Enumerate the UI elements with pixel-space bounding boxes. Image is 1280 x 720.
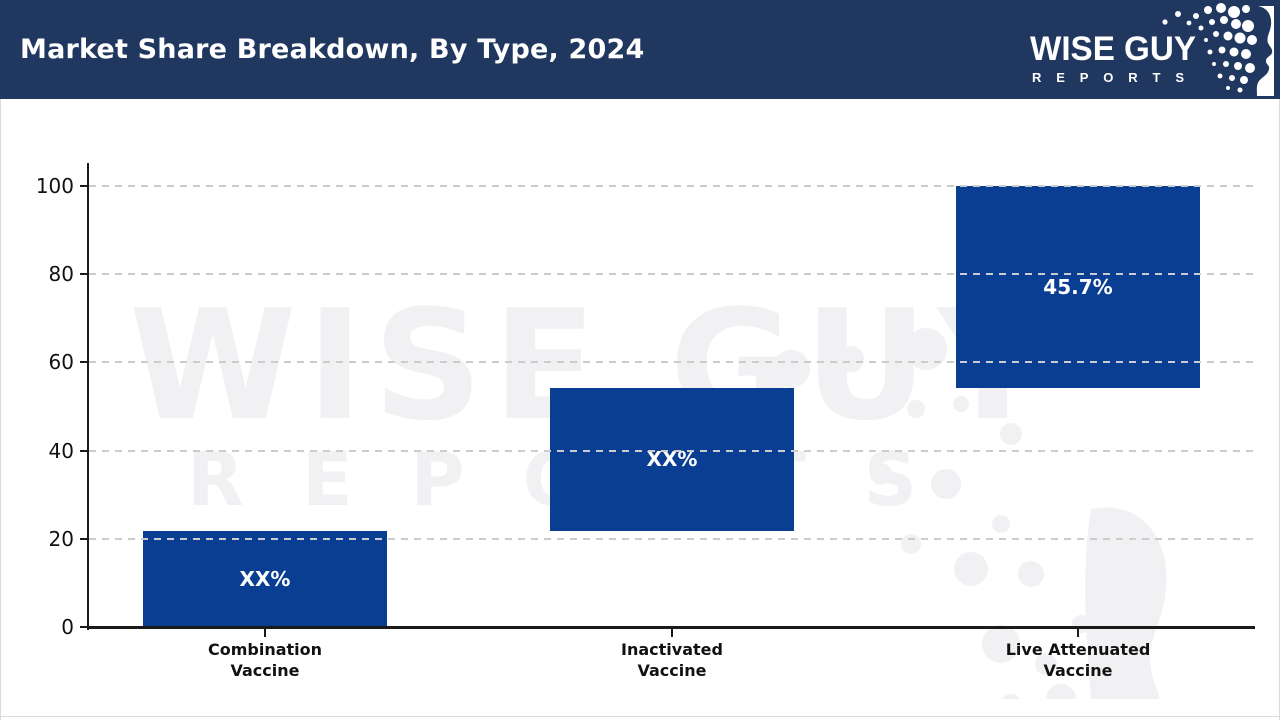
y-axis-line	[87, 163, 89, 630]
gridline-40	[89, 449, 1253, 452]
x-tick-combination	[264, 629, 266, 637]
logo-face-profile-icon	[1256, 6, 1274, 96]
category-label-combination: Combination Vaccine	[135, 639, 395, 681]
y-tick-80	[80, 273, 89, 276]
gridline-100	[89, 185, 1253, 187]
y-tick-100	[80, 185, 89, 187]
category-label-live-attenuated: Live Attenuated Vaccine	[948, 639, 1208, 681]
y-tick-40	[80, 449, 89, 452]
y-tick-0	[80, 626, 89, 628]
bar-live-attenuated-vaccine: 45.7%	[956, 186, 1200, 388]
logo-subtext: REPORTS	[1032, 70, 1192, 85]
wiseguy-logo: WISE GUY REPORTS	[1030, 3, 1274, 96]
y-tick-20	[80, 537, 89, 540]
category-label-line2: Vaccine	[1043, 661, 1113, 680]
bar-value-label: XX%	[239, 566, 291, 591]
category-label-line1: Inactivated	[621, 640, 723, 659]
y-tick-label-0: 0	[61, 615, 74, 639]
gridline-80	[89, 273, 1253, 276]
x-tick-live-attenuated	[1077, 629, 1079, 637]
y-tick-label-20: 20	[48, 526, 74, 551]
y-tick-label-40: 40	[48, 438, 74, 463]
category-label-line1: Combination	[207, 640, 323, 659]
logo-letter-dots-icon	[1162, 11, 1192, 26]
bar-inactivated-vaccine: XX%	[550, 387, 794, 531]
category-label-line2: Vaccine	[230, 661, 300, 680]
logo-wordmark: WISE GUY	[1030, 30, 1196, 68]
gridline-60	[89, 361, 1253, 364]
y-tick-label-60: 60	[48, 350, 74, 375]
chart-area: WISE GUY REPORTS XX%XX%45.7%020406080100…	[0, 99, 1280, 720]
x-tick-inactivated	[671, 629, 673, 637]
plot: XX% XX% 45.7% 0 20 40 60 80 100 Combination Vaccin…	[1, 99, 1280, 720]
figure-title: Market Share Breakdown, By Type, 2024	[20, 34, 645, 65]
bar-value-label: 45.7%	[1043, 274, 1113, 299]
bar-combination-vaccine: XX%	[143, 530, 387, 627]
category-label-inactivated: Inactivated Vaccine	[542, 639, 802, 681]
y-tick-label-80: 80	[48, 262, 74, 287]
category-label-line1: Live Attenuated	[1005, 640, 1151, 659]
category-label-line2: Vaccine	[637, 661, 707, 680]
x-axis-line	[87, 626, 1255, 629]
y-tick-60	[80, 361, 89, 364]
gridline-20	[89, 537, 1253, 540]
figure-bottom-border	[1, 716, 1280, 717]
y-tick-label-100: 100	[35, 174, 74, 198]
logo-dot-cluster-icon	[1193, 3, 1257, 93]
figure-header: Market Share Breakdown, By Type, 2024 WI…	[0, 0, 1280, 99]
